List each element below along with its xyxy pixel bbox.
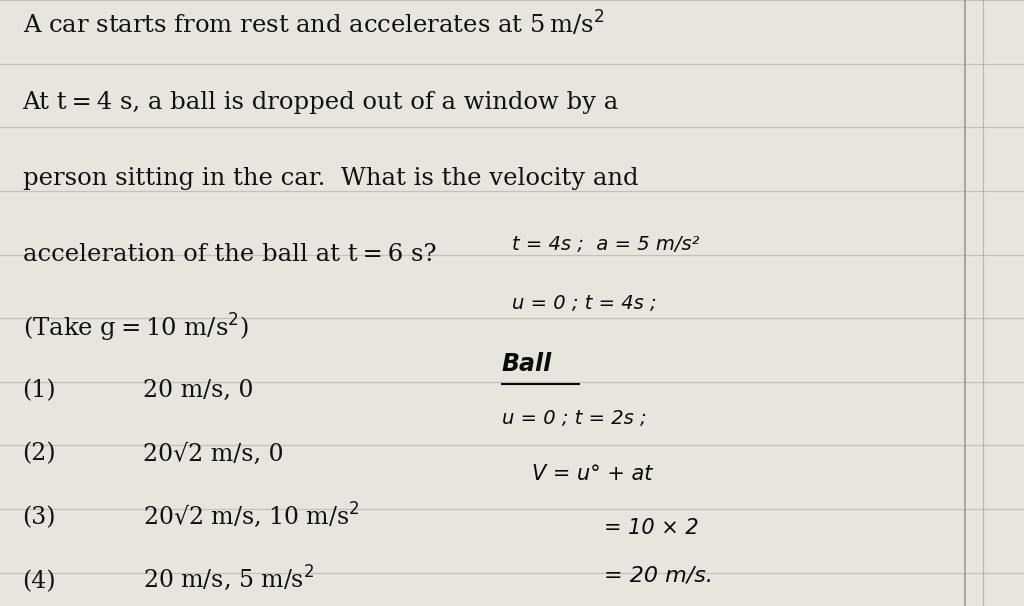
Text: 20√2 m/s, 0: 20√2 m/s, 0	[143, 442, 284, 465]
Text: (Take g = 10 m/s$^{2}$): (Take g = 10 m/s$^{2}$)	[23, 311, 249, 344]
Text: person sitting in the car.  What is the velocity and: person sitting in the car. What is the v…	[23, 167, 638, 190]
Text: 20 m/s, 5 m/s$^{2}$: 20 m/s, 5 m/s$^{2}$	[143, 564, 314, 593]
Text: acceleration of the ball at t = 6 s?: acceleration of the ball at t = 6 s?	[23, 242, 436, 265]
Text: At t = 4 s, a ball is dropped out of a window by a: At t = 4 s, a ball is dropped out of a w…	[23, 91, 618, 114]
Text: u = 0 ; t = 4s ;: u = 0 ; t = 4s ;	[512, 294, 656, 313]
Text: 20 m/s, 0: 20 m/s, 0	[143, 379, 254, 402]
Text: (3): (3)	[23, 506, 56, 529]
Text: (4): (4)	[23, 570, 56, 593]
Text: t = 4s ;  a = 5 m/s²: t = 4s ; a = 5 m/s²	[512, 235, 699, 254]
Text: = 10 × 2: = 10 × 2	[604, 519, 698, 539]
Text: u = 0 ; t = 2s ;: u = 0 ; t = 2s ;	[502, 409, 646, 428]
Text: A car starts from rest and accelerates at 5 m/s$^{2}$: A car starts from rest and accelerates a…	[23, 9, 604, 38]
Text: Ball: Ball	[502, 352, 552, 376]
Text: 20√2 m/s, 10 m/s$^{2}$: 20√2 m/s, 10 m/s$^{2}$	[143, 501, 359, 530]
Text: = 20 m/s.: = 20 m/s.	[604, 566, 713, 586]
Text: (2): (2)	[23, 442, 56, 465]
Text: (1): (1)	[23, 379, 56, 402]
Text: V = u° + at: V = u° + at	[532, 464, 653, 484]
